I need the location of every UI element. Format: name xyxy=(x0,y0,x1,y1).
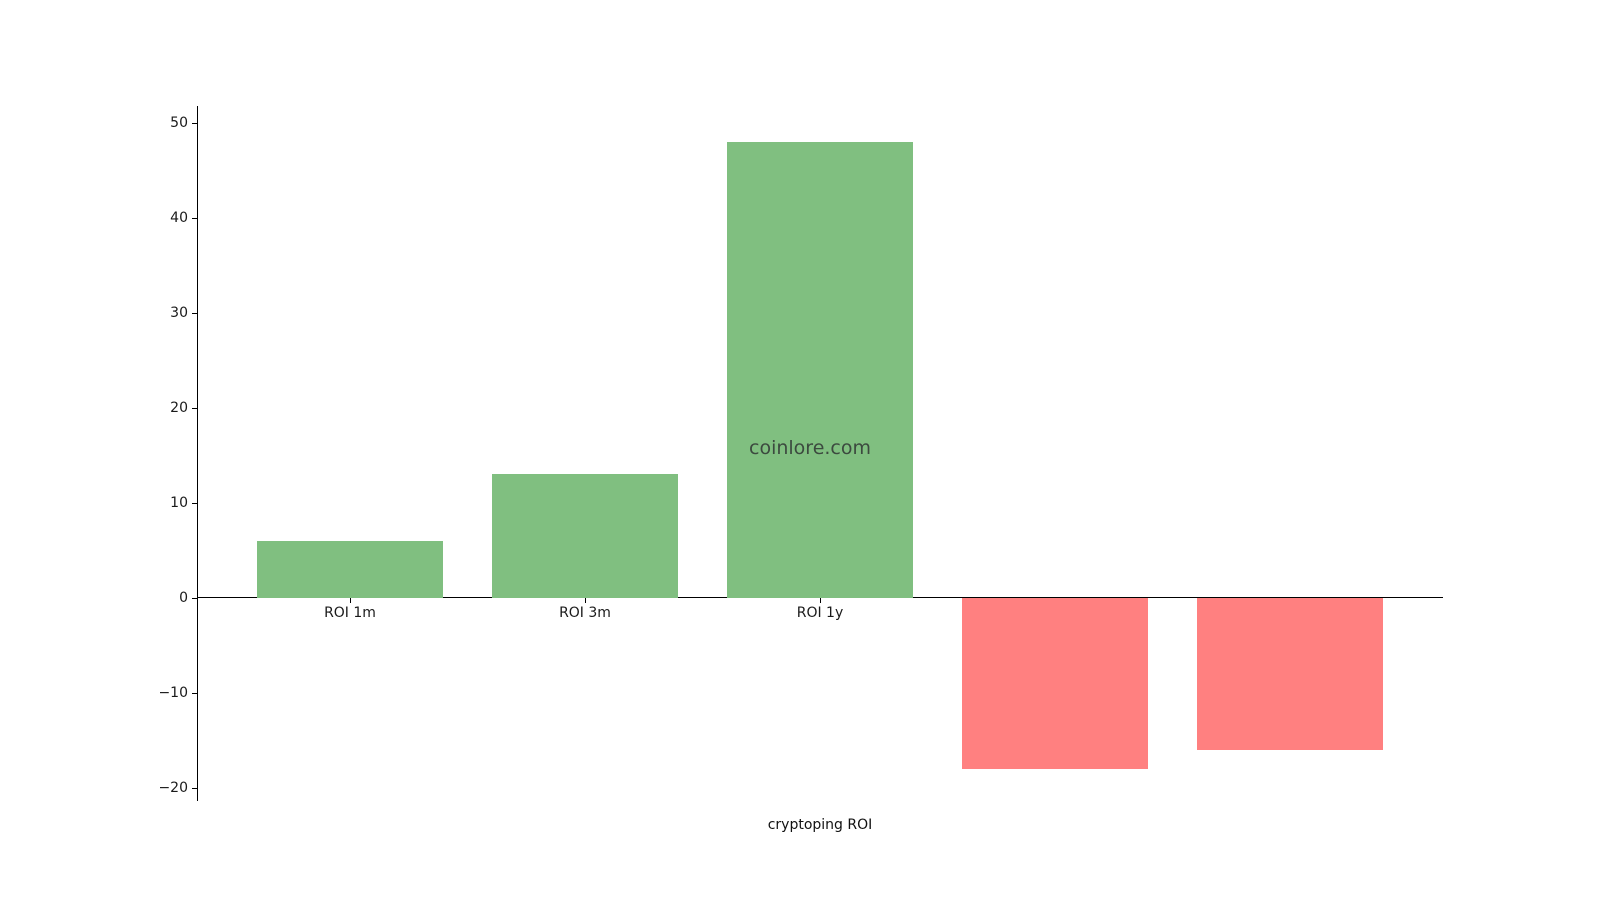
y-tick-mark xyxy=(192,123,197,124)
y-axis-spine xyxy=(197,106,198,801)
bar-positive xyxy=(257,541,443,598)
chart-title: cryptoping ROI xyxy=(767,817,873,833)
bar-positive xyxy=(727,142,913,598)
y-tick-mark xyxy=(192,218,197,219)
y-tick-label: −10 xyxy=(158,685,188,701)
y-tick-label: 50 xyxy=(170,115,188,131)
y-tick-mark xyxy=(192,693,197,694)
y-tick-mark xyxy=(192,788,197,789)
bar-negative xyxy=(1197,598,1383,750)
x-tick-label: ROI 3m xyxy=(559,605,611,621)
x-tick-label: ROI 1y xyxy=(796,605,844,621)
y-tick-mark xyxy=(192,313,197,314)
x-tick-mark xyxy=(585,598,586,603)
x-tick-mark xyxy=(820,598,821,603)
y-tick-label: −20 xyxy=(158,780,188,796)
x-tick-mark xyxy=(350,598,351,603)
bar-negative xyxy=(962,598,1148,769)
x-tick-label: ROI 1m xyxy=(324,605,376,621)
y-tick-label: 40 xyxy=(170,210,188,226)
y-tick-mark xyxy=(192,503,197,504)
bar-positive xyxy=(492,474,678,598)
y-tick-label: 10 xyxy=(170,495,188,511)
y-tick-label: 20 xyxy=(170,400,188,416)
y-tick-label: 30 xyxy=(170,305,188,321)
y-tick-label: 0 xyxy=(179,590,188,606)
watermark: coinlore.com xyxy=(749,437,871,459)
y-tick-mark xyxy=(192,598,197,599)
y-tick-mark xyxy=(192,408,197,409)
